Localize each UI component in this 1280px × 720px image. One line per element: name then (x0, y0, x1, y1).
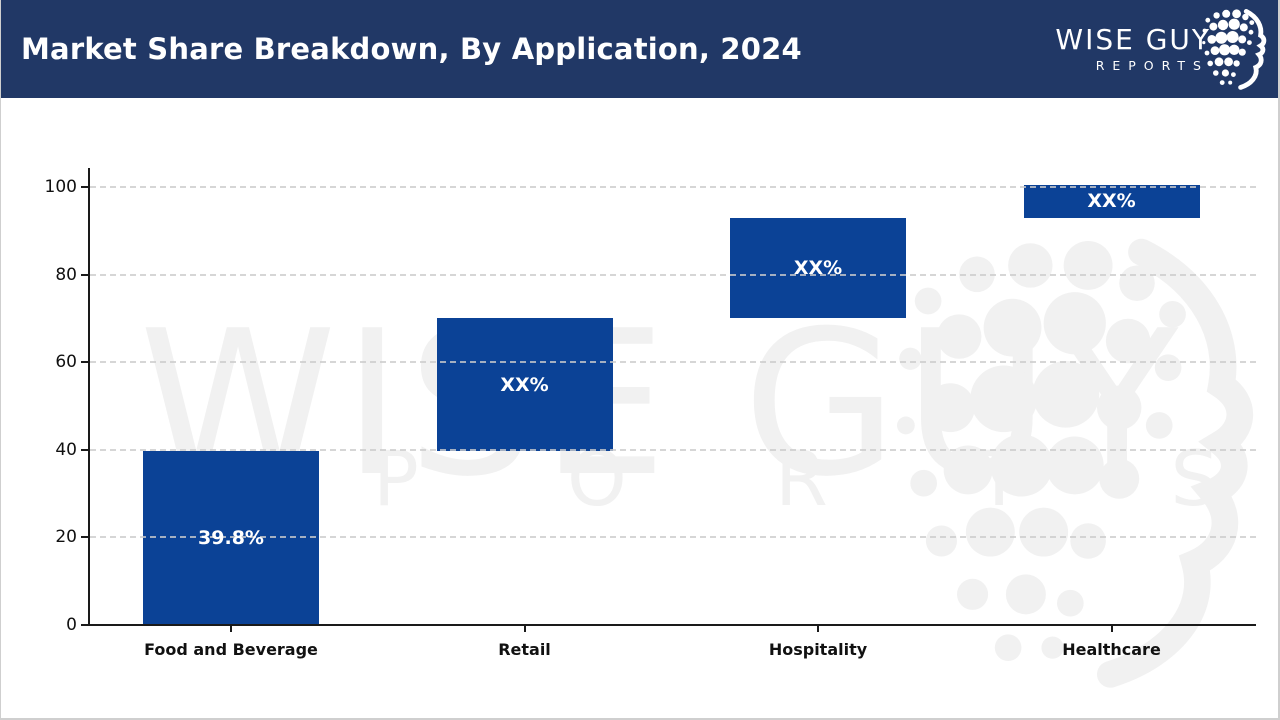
y-tick (81, 361, 88, 364)
gridline-40 (90, 448, 1256, 451)
x-axis-label-hospitality: Hospitality (768, 640, 868, 659)
bar-retail (436, 318, 613, 451)
brand-logo-text: WISE GUY REPORTS (1055, 22, 1211, 73)
y-axis-line (88, 168, 90, 626)
y-axis-label-80: 80 (55, 264, 77, 285)
gridline-80 (90, 273, 1256, 276)
header: Market Share Breakdown, By Application, … (1, 0, 1278, 98)
y-tick (81, 186, 88, 188)
gridline-60 (90, 361, 1256, 364)
y-axis-label-40: 40 (55, 439, 77, 460)
brand-name: WISE GUY (1055, 22, 1211, 56)
bar-value-label: XX% (793, 257, 843, 280)
bar-value-label: XX% (1087, 190, 1136, 213)
bar-hospitality (730, 217, 906, 319)
y-axis-label-100: 100 (44, 177, 77, 197)
y-tick (81, 536, 88, 539)
x-axis-label-food-and-beverage: Food and Beverage (144, 640, 318, 659)
y-tick (81, 273, 88, 276)
brand-head-icon (1202, 9, 1267, 90)
y-axis-label-20: 20 (55, 527, 77, 548)
y-axis-label-0: 0 (66, 615, 77, 635)
y-tick (81, 448, 88, 451)
x-tick (523, 625, 526, 632)
bar-healthcare (1023, 184, 1200, 218)
x-axis-label-healthcare: Healthcare (1062, 640, 1161, 659)
y-axis-label-60: 60 (55, 352, 77, 373)
x-tick (817, 625, 819, 632)
gridline-100 (90, 186, 1256, 188)
x-tick (1110, 625, 1113, 632)
brand-logo: WISE GUY REPORTS (1055, 3, 1267, 95)
bar-value-label: 39.8% (198, 526, 264, 549)
gridline-20 (90, 536, 1256, 539)
brand-subname: REPORTS (1095, 57, 1209, 73)
bar-value-label: XX% (500, 373, 549, 396)
x-axis-line (88, 624, 1256, 626)
y-tick (81, 624, 88, 626)
page-title: Market Share Breakdown, By Application, … (21, 32, 802, 66)
x-tick (230, 625, 232, 632)
x-axis-label-retail: Retail (498, 640, 551, 659)
